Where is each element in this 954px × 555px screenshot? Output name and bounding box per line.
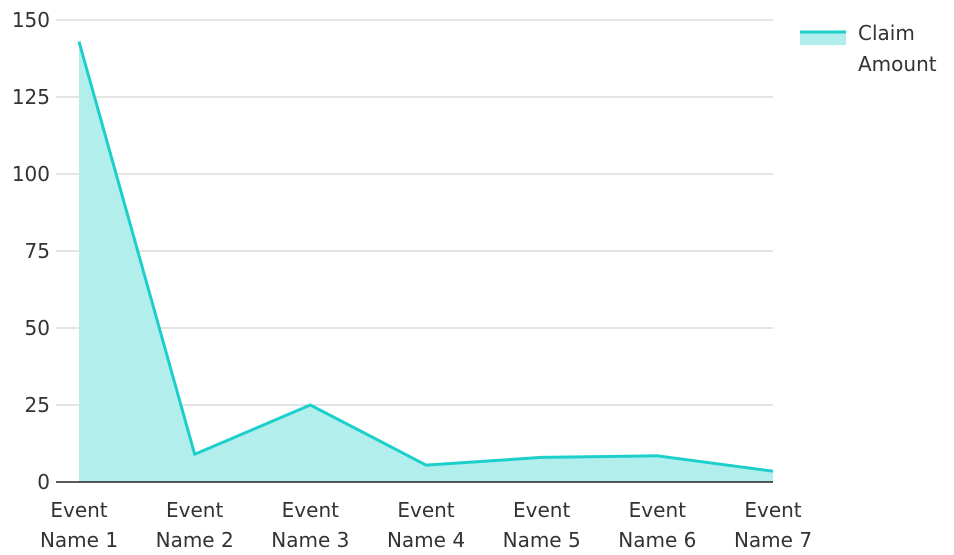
y-tick-label: 25 — [25, 393, 50, 417]
y-tick-label: 50 — [25, 316, 50, 340]
x-tick-label-line: Event — [282, 498, 339, 522]
series-line — [77, 41, 774, 473]
x-tick-label-line: Name 6 — [618, 528, 696, 552]
x-tick-label-line: Name 4 — [387, 528, 465, 552]
legend-label: Claim Amount — [858, 21, 937, 76]
x-tick-label-line: Name 2 — [156, 528, 234, 552]
x-tick-label-line: Event — [513, 498, 570, 522]
legend-swatch — [800, 31, 846, 45]
series-area-fill — [79, 41, 773, 482]
x-tick-label-line: Event — [629, 498, 686, 522]
y-tick-label: 125 — [12, 85, 50, 109]
x-tick-label: Event Name 3 — [271, 498, 349, 552]
x-tick-label: Event Name 2 — [156, 498, 234, 552]
x-tick-label-line: Name 5 — [503, 528, 581, 552]
x-tick-label: Event Name 6 — [618, 498, 696, 552]
x-axis-ticks: Event Name 1 Event Name 2 Event Name 3 Event Na… — [40, 498, 812, 552]
x-tick-label: Event Name 5 — [503, 498, 581, 552]
x-tick-label-line: Event — [50, 498, 107, 522]
x-tick-label-line: Event — [397, 498, 454, 522]
x-tick-label-line: Name 1 — [40, 528, 118, 552]
x-tick-label: Event Name 7 — [734, 498, 812, 552]
y-tick-label: 150 — [12, 8, 50, 32]
legend-label-line-1: Claim — [858, 21, 915, 45]
legend-label-line-2: Amount — [858, 52, 937, 76]
x-tick-label-line: Event — [744, 498, 801, 522]
x-tick-label: Event Name 4 — [387, 498, 465, 552]
legend: Claim Amount — [800, 21, 937, 76]
x-tick-label: Event Name 1 — [40, 498, 118, 552]
y-tick-label: 100 — [12, 162, 50, 186]
x-tick-label-line: Name 3 — [271, 528, 349, 552]
x-tick-label-line: Event — [166, 498, 223, 522]
y-axis-ticks: 0 25 50 75 100 125 150 — [12, 8, 50, 494]
x-tick-label-line: Name 7 — [734, 528, 812, 552]
y-tick-label: 0 — [37, 470, 50, 494]
y-tick-label: 75 — [25, 239, 50, 263]
grid-lines — [56, 19, 773, 406]
